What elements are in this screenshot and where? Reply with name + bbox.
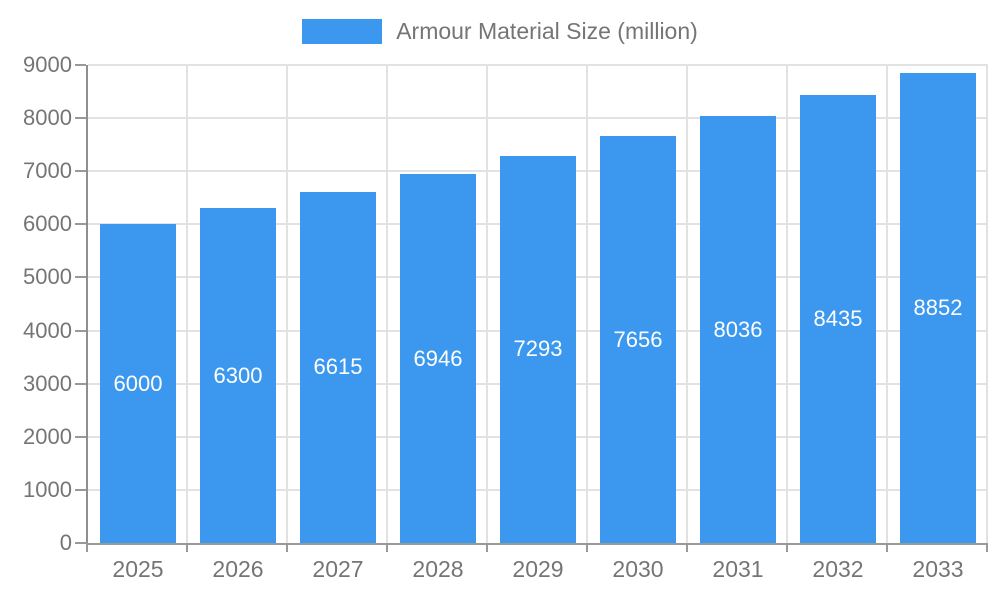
x-tick-label-2029: 2029 xyxy=(512,556,564,582)
y-tick-label: 5000 xyxy=(23,264,72,290)
v-gridline xyxy=(586,65,588,543)
y-tick-label: 1000 xyxy=(23,476,72,502)
bar-2026: 6300 xyxy=(200,208,276,543)
x-axis-line xyxy=(86,543,988,545)
bar-2032: 8435 xyxy=(800,95,876,543)
plot-area: 6000 6300 6615 6946 7293 7656 8036 8435 8852 xyxy=(88,64,988,543)
bar-value-label: 8036 xyxy=(713,316,763,342)
bar-value-label: 6615 xyxy=(313,354,363,380)
v-gridline xyxy=(886,65,888,543)
y-tick-mark xyxy=(75,435,86,438)
x-tick-mark xyxy=(586,545,588,552)
x-tick-mark xyxy=(886,545,888,552)
bar-2031: 8036 xyxy=(700,116,776,543)
v-gridline xyxy=(986,65,988,543)
y-axis-line xyxy=(86,65,88,545)
bar-value-label: 6300 xyxy=(213,362,263,388)
x-tick-mark xyxy=(186,545,188,552)
x-tick-label-2027: 2027 xyxy=(312,556,364,582)
x-tick-mark xyxy=(486,545,488,552)
legend: Armour Material Size (million) xyxy=(0,16,1000,46)
bar-2027: 6615 xyxy=(300,191,376,543)
y-tick-label: 6000 xyxy=(23,211,72,237)
y-tick-label: 3000 xyxy=(23,370,72,396)
x-tick-mark xyxy=(786,545,788,552)
y-tick-label: 8000 xyxy=(23,105,72,131)
v-gridline xyxy=(186,65,188,543)
v-gridline xyxy=(486,65,488,543)
y-tick-label: 0 xyxy=(59,530,72,555)
v-gridline xyxy=(386,65,388,543)
v-gridline xyxy=(286,65,288,543)
x-tick-mark xyxy=(686,545,688,552)
x-tick-label-2030: 2030 xyxy=(612,556,664,582)
v-gridline xyxy=(786,65,788,543)
y-tick-mark xyxy=(75,117,86,120)
x-tick-label-2031: 2031 xyxy=(712,556,764,582)
h-gridline xyxy=(88,64,988,66)
bar-2028: 6946 xyxy=(400,174,476,543)
x-tick-label-2026: 2026 xyxy=(212,556,264,582)
y-tick-mark xyxy=(75,170,86,173)
bar-2030: 7656 xyxy=(600,136,676,543)
bar-value-label: 6000 xyxy=(113,370,163,396)
x-tick-label-2032: 2032 xyxy=(812,556,864,582)
bar-2033: 8852 xyxy=(900,72,976,543)
x-axis-labels: 2025 2026 2027 2028 2029 2030 2031 2032 2033 xyxy=(88,556,988,590)
bar-value-label: 8852 xyxy=(913,294,963,320)
bar-value-label: 8435 xyxy=(813,306,863,331)
x-tick-label-2033: 2033 xyxy=(912,556,964,582)
bar-2029: 7293 xyxy=(500,155,576,543)
bar-value-label: 7656 xyxy=(613,326,663,352)
x-tick-label-2028: 2028 xyxy=(412,556,464,582)
x-tick-label-2025: 2025 xyxy=(112,556,164,582)
y-tick-label: 2000 xyxy=(23,423,72,449)
y-tick-mark xyxy=(75,382,86,385)
legend-label: Armour Material Size (million) xyxy=(396,17,698,44)
y-axis-labels: 0 1000 2000 3000 4000 5000 6000 7000 8000 9000 xyxy=(0,0,72,600)
y-tick-mark xyxy=(75,329,86,332)
x-tick-mark xyxy=(986,545,988,552)
y-tick-label: 9000 xyxy=(23,52,72,77)
y-tick-label: 4000 xyxy=(23,317,72,343)
v-gridline xyxy=(686,65,688,543)
y-tick-mark xyxy=(75,542,86,544)
y-tick-mark xyxy=(75,488,86,491)
bar-value-label: 6946 xyxy=(413,345,463,371)
x-tick-mark xyxy=(386,545,388,552)
y-tick-label: 7000 xyxy=(23,158,72,184)
x-tick-mark xyxy=(286,545,288,552)
y-tick-mark xyxy=(75,276,86,279)
bar-value-label: 7293 xyxy=(513,336,563,362)
x-tick-mark xyxy=(86,545,88,552)
y-tick-mark xyxy=(75,223,86,226)
h-gridline xyxy=(88,117,988,120)
bar-2025: 6000 xyxy=(100,224,176,543)
legend-swatch xyxy=(302,18,383,44)
y-tick-mark xyxy=(75,64,86,66)
